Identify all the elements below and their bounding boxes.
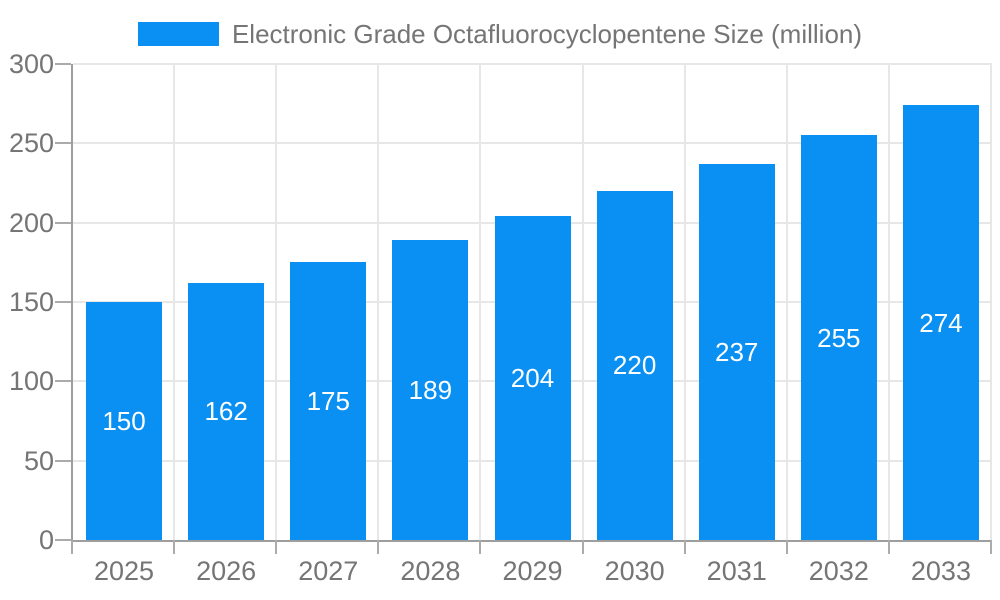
bar-value-label-2025: 150 — [102, 406, 146, 436]
bar-2032[interactable]: 255 — [800, 135, 877, 540]
x-axis-label-2032: 2032 — [808, 556, 869, 586]
x-axis-label-2025: 2025 — [94, 556, 155, 586]
gridline-y-300 — [73, 63, 992, 65]
y-axis-label-250: 250 — [8, 128, 54, 159]
y-axis-label-0: 0 — [38, 525, 54, 555]
bar-value-label-2030: 220 — [612, 350, 657, 381]
bar-value-label-2029: 204 — [510, 363, 555, 394]
gridline-x-5 — [581, 64, 584, 540]
x-tick-3 — [377, 540, 380, 554]
bar-2029[interactable]: 204 — [494, 216, 571, 540]
x-axis-label-2033: 2033 — [910, 556, 971, 586]
gridline-x-8 — [887, 64, 890, 540]
bar-2027[interactable]: 175 — [290, 262, 367, 540]
x-tick-9 — [990, 540, 992, 554]
legend-swatch — [137, 22, 219, 46]
gridline-x-6 — [683, 64, 686, 540]
x-tick-5 — [581, 540, 584, 554]
y-axis-label-100: 100 — [8, 366, 54, 397]
plot-area: 150 162 175 189 204 220 237 255 274 — [55, 63, 992, 554]
bar-2026[interactable]: 162 — [188, 282, 265, 540]
legend-label: Electronic Grade Octafluorocyclopentene … — [231, 19, 863, 49]
x-axis-line — [71, 540, 992, 542]
gridline-x-7 — [785, 64, 788, 540]
bar-value-label-2026: 162 — [204, 396, 248, 427]
y-tick-0 — [55, 539, 71, 541]
y-tick-50 — [55, 459, 71, 462]
bar-2033[interactable]: 274 — [902, 105, 979, 540]
bar-value-label-2027: 175 — [306, 386, 350, 417]
x-tick-4 — [479, 540, 482, 554]
y-axis-label-200: 200 — [8, 207, 54, 238]
x-tick-2 — [275, 540, 278, 554]
bar-value-label-2032: 255 — [817, 322, 861, 353]
gridline-x-1 — [173, 64, 176, 540]
y-tick-100 — [55, 380, 71, 383]
x-tick-0 — [71, 540, 73, 554]
x-axis-label-2029: 2029 — [502, 556, 563, 586]
y-tick-300 — [55, 63, 71, 65]
x-axis-label-2031: 2031 — [706, 556, 767, 586]
bar-2028[interactable]: 189 — [392, 240, 469, 540]
x-tick-6 — [683, 540, 686, 554]
y-tick-250 — [55, 142, 71, 145]
y-tick-200 — [55, 221, 71, 224]
bar-2025[interactable]: 150 — [86, 302, 163, 540]
y-axis-label-50: 50 — [23, 445, 54, 476]
x-tick-8 — [887, 540, 890, 554]
chart-legend[interactable]: Electronic Grade Octafluorocyclopentene … — [0, 19, 1000, 49]
y-tick-150 — [55, 301, 71, 303]
bar-2031[interactable]: 237 — [698, 163, 775, 540]
x-tick-7 — [785, 540, 788, 554]
gridline-x-3 — [377, 64, 380, 540]
x-axis-label-2027: 2027 — [298, 556, 359, 586]
bar-value-label-2028: 189 — [408, 375, 453, 406]
bar-value-label-2033: 274 — [919, 307, 963, 338]
x-axis-label-2028: 2028 — [400, 556, 461, 586]
y-axis-label-150: 150 — [8, 287, 54, 317]
x-axis-label-2026: 2026 — [196, 556, 257, 586]
y-axis-label-300: 300 — [8, 49, 54, 79]
gridline-x-9 — [990, 64, 992, 540]
bar-2030[interactable]: 220 — [596, 190, 673, 540]
gridline-y-250 — [73, 142, 992, 145]
x-axis-label-2030: 2030 — [604, 556, 665, 586]
bar-value-label-2031: 237 — [715, 336, 759, 367]
gridline-x-2 — [275, 64, 278, 540]
gridline-x-4 — [479, 64, 482, 540]
y-axis-line — [71, 64, 73, 554]
x-tick-1 — [173, 540, 176, 554]
